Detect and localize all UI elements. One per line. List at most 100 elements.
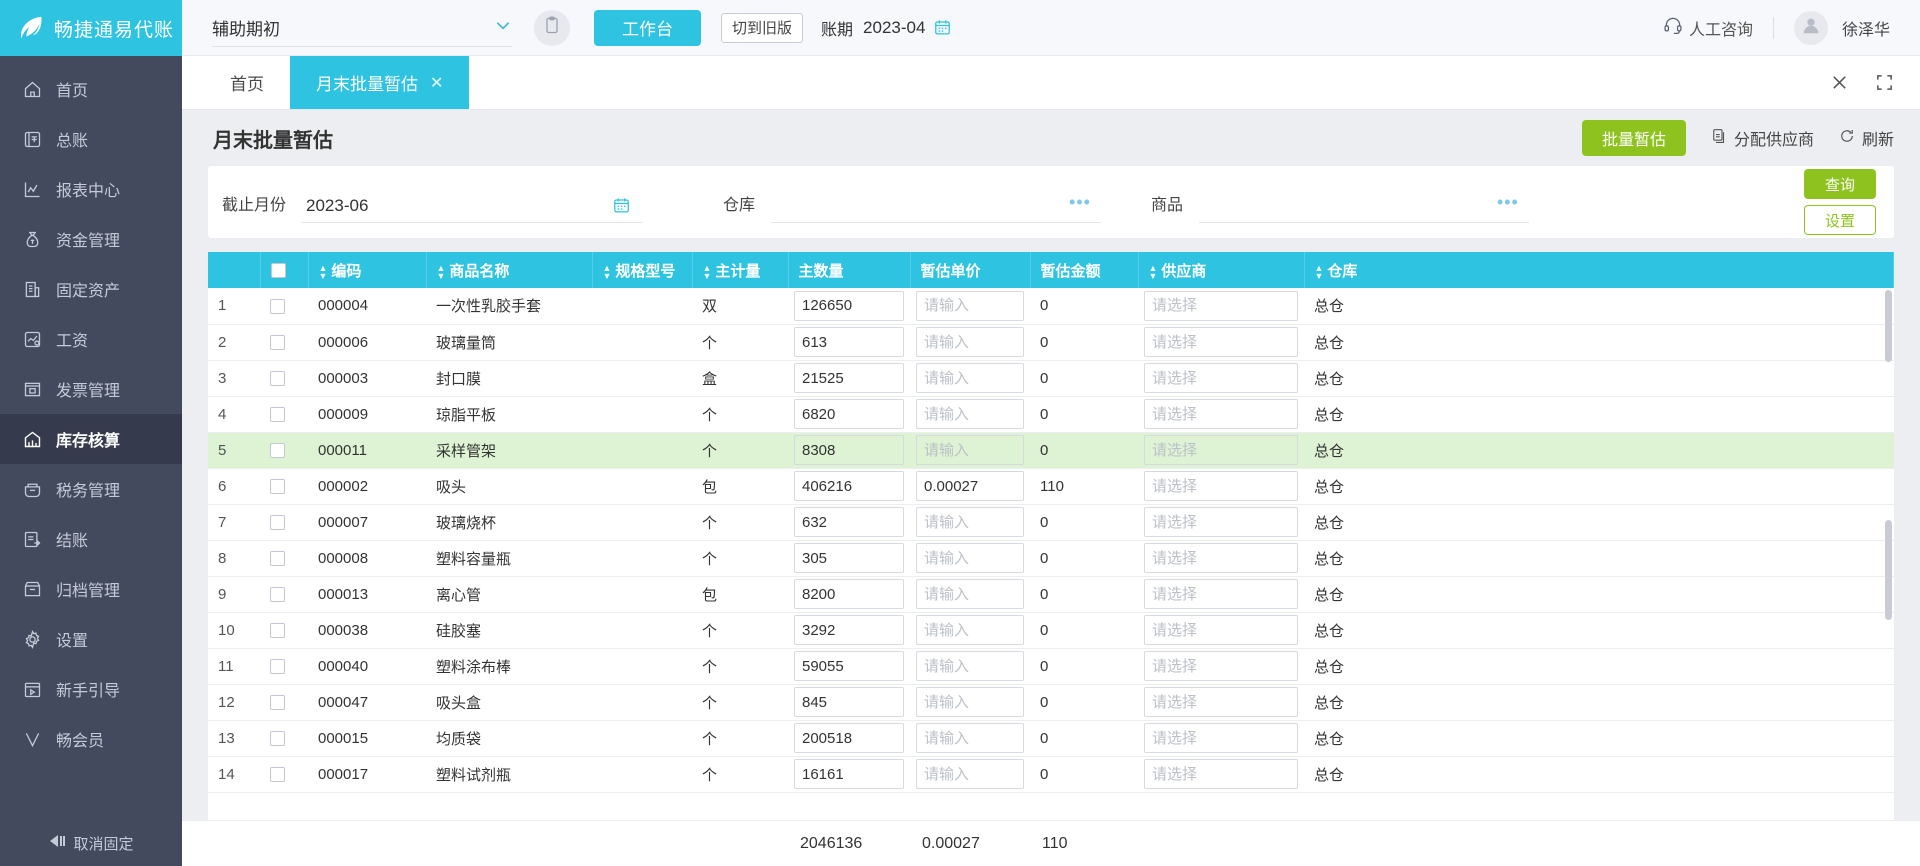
sort-icon[interactable]: ▲ ▼ [436, 262, 446, 281]
qty-input[interactable] [794, 579, 904, 609]
vertical-scrollbar[interactable] [1885, 290, 1892, 772]
month-input[interactable] [302, 189, 643, 223]
query-button[interactable]: 查询 [1804, 169, 1876, 199]
username[interactable]: 徐泽华 [1841, 21, 1890, 39]
price-input[interactable] [916, 723, 1024, 753]
sidebar-item-ledger[interactable]: 总账 [0, 114, 182, 164]
qty-input[interactable] [794, 435, 904, 465]
row-checkbox[interactable] [270, 407, 285, 423]
supplier-input[interactable] [1144, 471, 1298, 501]
price-input[interactable] [916, 471, 1024, 501]
settings-button[interactable]: 设置 [1804, 205, 1876, 235]
column-header-warehouse[interactable]: ▲ ▼ 仓库 [1304, 252, 1894, 288]
qty-input[interactable] [794, 723, 904, 753]
cell-price[interactable] [910, 468, 1030, 505]
qty-input[interactable] [794, 327, 904, 357]
avatar[interactable] [1793, 10, 1828, 45]
consult-button[interactable]: 人工咨询 [1663, 15, 1753, 40]
row-checkbox[interactable] [270, 443, 285, 459]
column-header-spec[interactable]: ▲ ▼ 规格型号 [592, 252, 693, 288]
row-checkbox[interactable] [270, 479, 285, 495]
row-checkbox[interactable] [270, 551, 285, 567]
column-header-supplier[interactable]: ▲ ▼ 供应商 [1138, 252, 1305, 288]
cell-check[interactable] [260, 540, 308, 577]
sidebar-item-funds[interactable]: 资金管理 [0, 214, 182, 264]
qty-input[interactable] [794, 687, 904, 717]
cell-supplier[interactable] [1138, 684, 1304, 721]
cell-qty[interactable] [788, 576, 910, 613]
cell-qty[interactable] [788, 360, 910, 397]
cell-price[interactable] [910, 720, 1030, 757]
cell-supplier[interactable] [1138, 612, 1304, 649]
sidebar-item-settings[interactable]: 设置 [0, 614, 182, 664]
cell-price[interactable] [910, 324, 1030, 361]
ellipsis-icon[interactable]: ••• [1496, 192, 1519, 212]
cell-qty[interactable] [788, 504, 910, 541]
cell-price[interactable] [910, 684, 1030, 721]
cell-supplier[interactable] [1138, 576, 1304, 613]
cell-check[interactable] [260, 720, 308, 757]
qty-input[interactable] [794, 507, 904, 537]
price-input[interactable] [916, 651, 1024, 681]
sidebar-collapse-button[interactable]: 取消固定 [0, 820, 182, 866]
cell-check[interactable] [260, 504, 308, 541]
cell-price[interactable] [910, 540, 1030, 577]
close-all-icon[interactable] [1830, 73, 1849, 92]
price-input[interactable] [916, 327, 1024, 357]
cell-qty[interactable] [788, 648, 910, 685]
cell-check[interactable] [260, 576, 308, 613]
column-header-name[interactable]: ▲ ▼ 商品名称 [426, 252, 593, 288]
cell-price[interactable] [910, 504, 1030, 541]
calendar-icon[interactable] [933, 18, 952, 37]
supplier-input[interactable] [1144, 327, 1298, 357]
supplier-input[interactable] [1144, 290, 1298, 321]
sidebar-item-tax[interactable]: 税务管理 [0, 464, 182, 514]
supplier-input[interactable] [1144, 651, 1298, 681]
row-checkbox[interactable] [270, 659, 285, 675]
scrollbar-thumb[interactable] [1885, 520, 1892, 620]
scrollbar-thumb-top[interactable] [1885, 290, 1892, 362]
price-input[interactable] [916, 687, 1024, 717]
supplier-input[interactable] [1144, 579, 1298, 609]
row-checkbox[interactable] [270, 695, 285, 711]
price-input[interactable] [916, 507, 1024, 537]
cell-supplier[interactable] [1138, 720, 1304, 757]
qty-input[interactable] [794, 290, 904, 321]
supplier-input[interactable] [1144, 615, 1298, 645]
calendar-icon[interactable] [612, 196, 631, 223]
sidebar-item-payroll[interactable]: 工资 [0, 314, 182, 364]
fullscreen-icon[interactable] [1875, 73, 1894, 92]
row-checkbox[interactable] [270, 767, 285, 783]
supplier-input[interactable] [1144, 759, 1298, 789]
close-icon[interactable]: ✕ [430, 74, 444, 92]
cell-qty[interactable] [788, 756, 910, 793]
assign-supplier-button[interactable]: 分配供应商 [1710, 126, 1814, 150]
row-checkbox[interactable] [270, 587, 285, 603]
cell-qty[interactable] [788, 288, 910, 325]
cell-qty[interactable] [788, 468, 910, 505]
cell-check[interactable] [260, 288, 308, 325]
workbench-button[interactable]: 工作台 [594, 9, 701, 46]
sidebar-item-invoice[interactable]: 发票管理 [0, 364, 182, 414]
qty-input[interactable] [794, 615, 904, 645]
cell-check[interactable] [260, 468, 308, 505]
clipboard-button[interactable] [534, 9, 570, 46]
cell-supplier[interactable] [1138, 360, 1304, 397]
row-checkbox[interactable] [270, 298, 285, 314]
cell-price[interactable] [910, 288, 1030, 325]
price-input[interactable] [916, 759, 1024, 789]
column-header-unit[interactable]: ▲ ▼ 主计量 [692, 252, 789, 288]
cell-check[interactable] [260, 432, 308, 469]
sort-icon[interactable]: ▲ ▼ [318, 262, 328, 281]
cell-supplier[interactable] [1138, 468, 1304, 505]
cell-check[interactable] [260, 360, 308, 397]
supplier-input[interactable] [1144, 543, 1298, 573]
